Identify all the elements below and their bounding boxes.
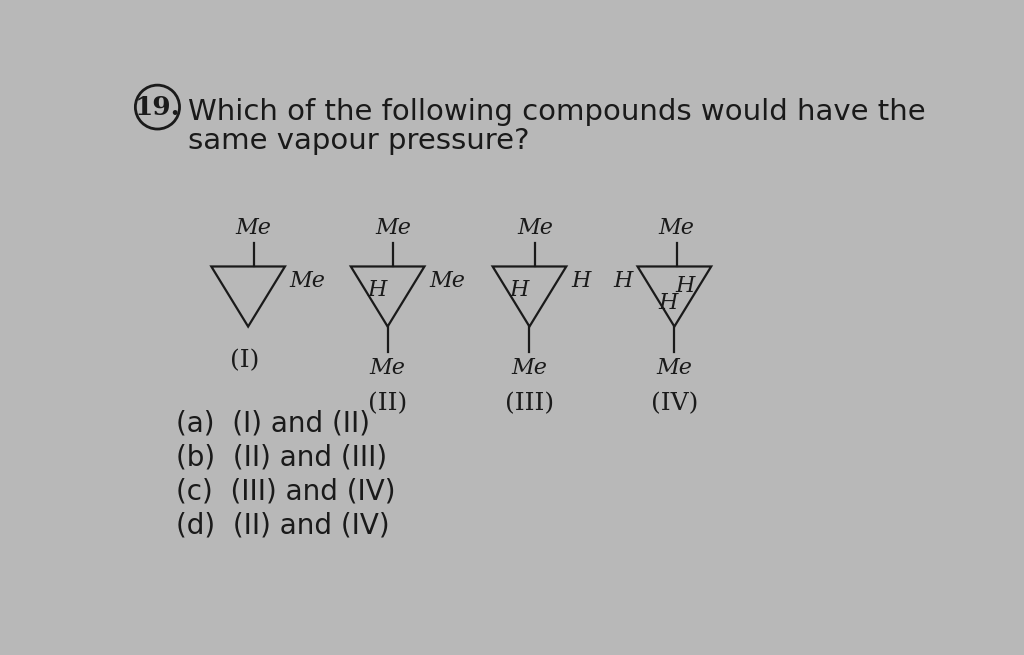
Text: Which of the following compounds would have the: Which of the following compounds would h…	[188, 98, 926, 126]
Text: Me: Me	[658, 217, 694, 239]
Text: Me: Me	[512, 356, 548, 379]
Text: (I): (I)	[229, 350, 259, 373]
Text: (d)  (II) and (IV): (d) (II) and (IV)	[176, 512, 390, 539]
Text: Me: Me	[429, 270, 465, 291]
Text: (IV): (IV)	[650, 392, 698, 415]
Text: H: H	[367, 279, 386, 301]
Text: (II): (II)	[368, 392, 408, 415]
Text: (c)  (III) and (IV): (c) (III) and (IV)	[176, 477, 395, 506]
Text: Me: Me	[375, 217, 411, 239]
Text: H: H	[509, 279, 528, 301]
Text: H: H	[658, 291, 678, 314]
Text: (b)  (II) and (III): (b) (II) and (III)	[176, 443, 387, 472]
Text: H: H	[571, 270, 590, 291]
Text: same vapour pressure?: same vapour pressure?	[188, 127, 530, 155]
Text: Me: Me	[370, 356, 406, 379]
Text: (a)  (I) and (II): (a) (I) and (II)	[176, 409, 370, 438]
Text: 19.: 19.	[134, 94, 180, 120]
Text: Me: Me	[290, 270, 326, 291]
Text: H: H	[676, 276, 695, 297]
Text: (III): (III)	[505, 392, 554, 415]
Text: Me: Me	[656, 356, 692, 379]
Circle shape	[135, 85, 179, 129]
Text: Me: Me	[236, 217, 271, 239]
Text: H: H	[613, 270, 633, 291]
Text: Me: Me	[517, 217, 553, 239]
